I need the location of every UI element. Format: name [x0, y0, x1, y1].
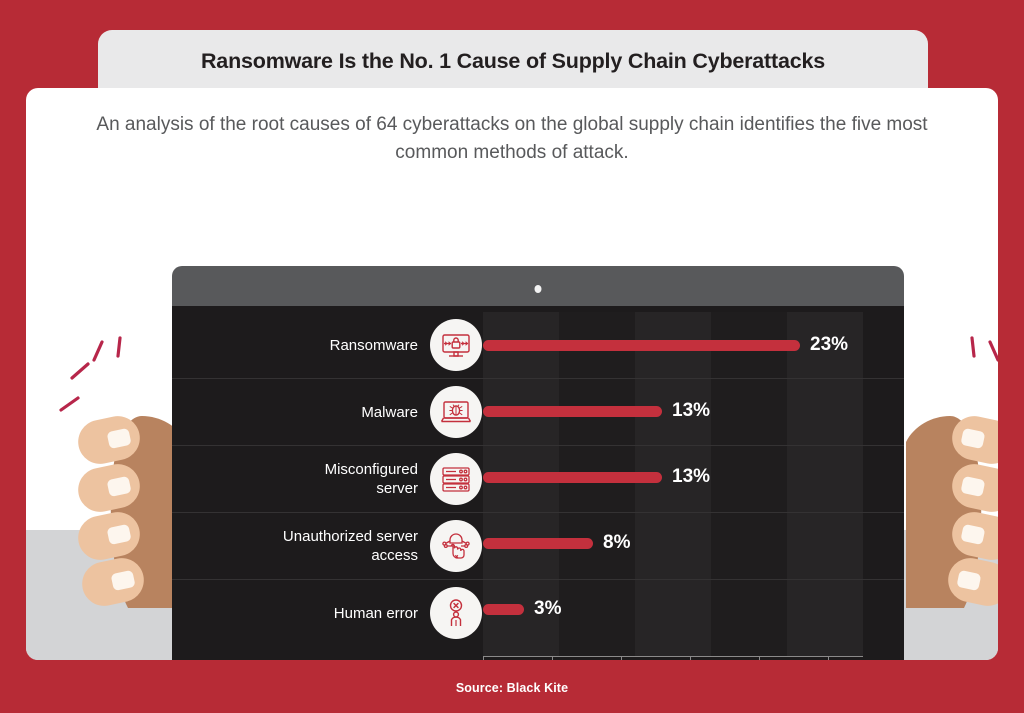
row-label-line1: Misconfigured: [324, 461, 418, 478]
plot-band: [635, 312, 711, 657]
chart-row-unauthorized-access: Unauthorized server access: [172, 513, 904, 580]
x-axis-tick: [483, 656, 484, 660]
chart-row-misconfigured-server: Misconfigured server: [172, 446, 904, 513]
x-axis-tick: [759, 656, 760, 660]
x-axis-line: [483, 656, 863, 657]
bar-human-error: [483, 603, 524, 615]
row-label-line1: Human error: [333, 604, 418, 622]
row-label-malware: Malware: [172, 403, 430, 422]
plot-band: [559, 312, 635, 657]
row-label-line2: access: [371, 547, 418, 564]
bar-unauthorized-access: [483, 537, 593, 549]
plot-band: [787, 312, 863, 657]
chart-row-malware: Malware: [172, 379, 904, 446]
x-axis-tick: [552, 656, 553, 660]
row-label-line1: Ransomware: [329, 336, 418, 354]
row-label-line1: Unauthorized server: [282, 528, 418, 545]
row-label-human-error: Human error: [172, 604, 430, 623]
x-axis-tick: [828, 656, 829, 660]
bar-chart: Ransomware: [172, 306, 904, 660]
bar-value-misconfigured-server: 13%: [672, 466, 711, 487]
row-label-misconfigured-server: Misconfigured server: [172, 460, 430, 498]
chart-row-ransomware: Ransomware: [172, 312, 904, 379]
person-error-icon: [430, 587, 482, 639]
monitor-lock-icon: [430, 319, 482, 371]
bar-ransomware: [483, 339, 800, 351]
bar-row-human-error: 3%: [483, 576, 863, 642]
chart-rows: Ransomware: [172, 312, 904, 646]
plot-area: [483, 312, 863, 660]
bar-row-unauthorized-access: 8%: [483, 510, 863, 576]
row-label-ransomware: Ransomware: [172, 336, 430, 355]
bar-row-misconfigured-server: 13%: [483, 444, 863, 510]
chart-row-human-error: Human error: [172, 580, 904, 646]
camera-dot-icon: [534, 285, 542, 293]
x-axis-tick: [621, 656, 622, 660]
x-axis-tick: [690, 656, 691, 660]
bar-value-malware: 13%: [672, 400, 711, 421]
bar-row-ransomware: 23%: [483, 312, 863, 378]
page-title: Ransomware Is the No. 1 Cause of Supply …: [200, 48, 826, 73]
bar-value-ransomware: 23%: [810, 334, 849, 355]
row-label-line1: Malware: [361, 403, 418, 421]
laptop-screen: Ransomware: [172, 306, 904, 660]
subtitle-text: An analysis of the root causes of 64 cyb…: [96, 114, 928, 163]
hand-network-denied-icon: [430, 520, 482, 572]
bar-misconfigured-server: [483, 471, 662, 483]
laptop-illustration: Ransomware: [170, 266, 906, 660]
bar-value-unauthorized-access: 8%: [603, 532, 631, 553]
bars: 23% 13% 13%: [483, 312, 863, 657]
header-banner: Ransomware Is the No. 1 Cause of Supply …: [98, 30, 928, 92]
row-label-unauthorized-access: Unauthorized server access: [172, 527, 430, 565]
bar-malware: [483, 405, 662, 417]
content-card: An analysis of the root causes of 64 cyb…: [26, 88, 998, 660]
bar-row-malware: 13%: [483, 378, 863, 444]
laptop-bug-icon: [430, 386, 482, 438]
bars-layer: 23% 13% 13%: [483, 312, 863, 657]
plot-bands: [483, 312, 863, 657]
plot-band: [483, 312, 559, 657]
server-rack-icon: [430, 453, 482, 505]
source-credit: Source: Black Kite: [455, 681, 569, 695]
plot-band: [711, 312, 787, 657]
row-label-line2: server: [376, 480, 418, 497]
bar-value-human-error: 3%: [534, 598, 562, 619]
